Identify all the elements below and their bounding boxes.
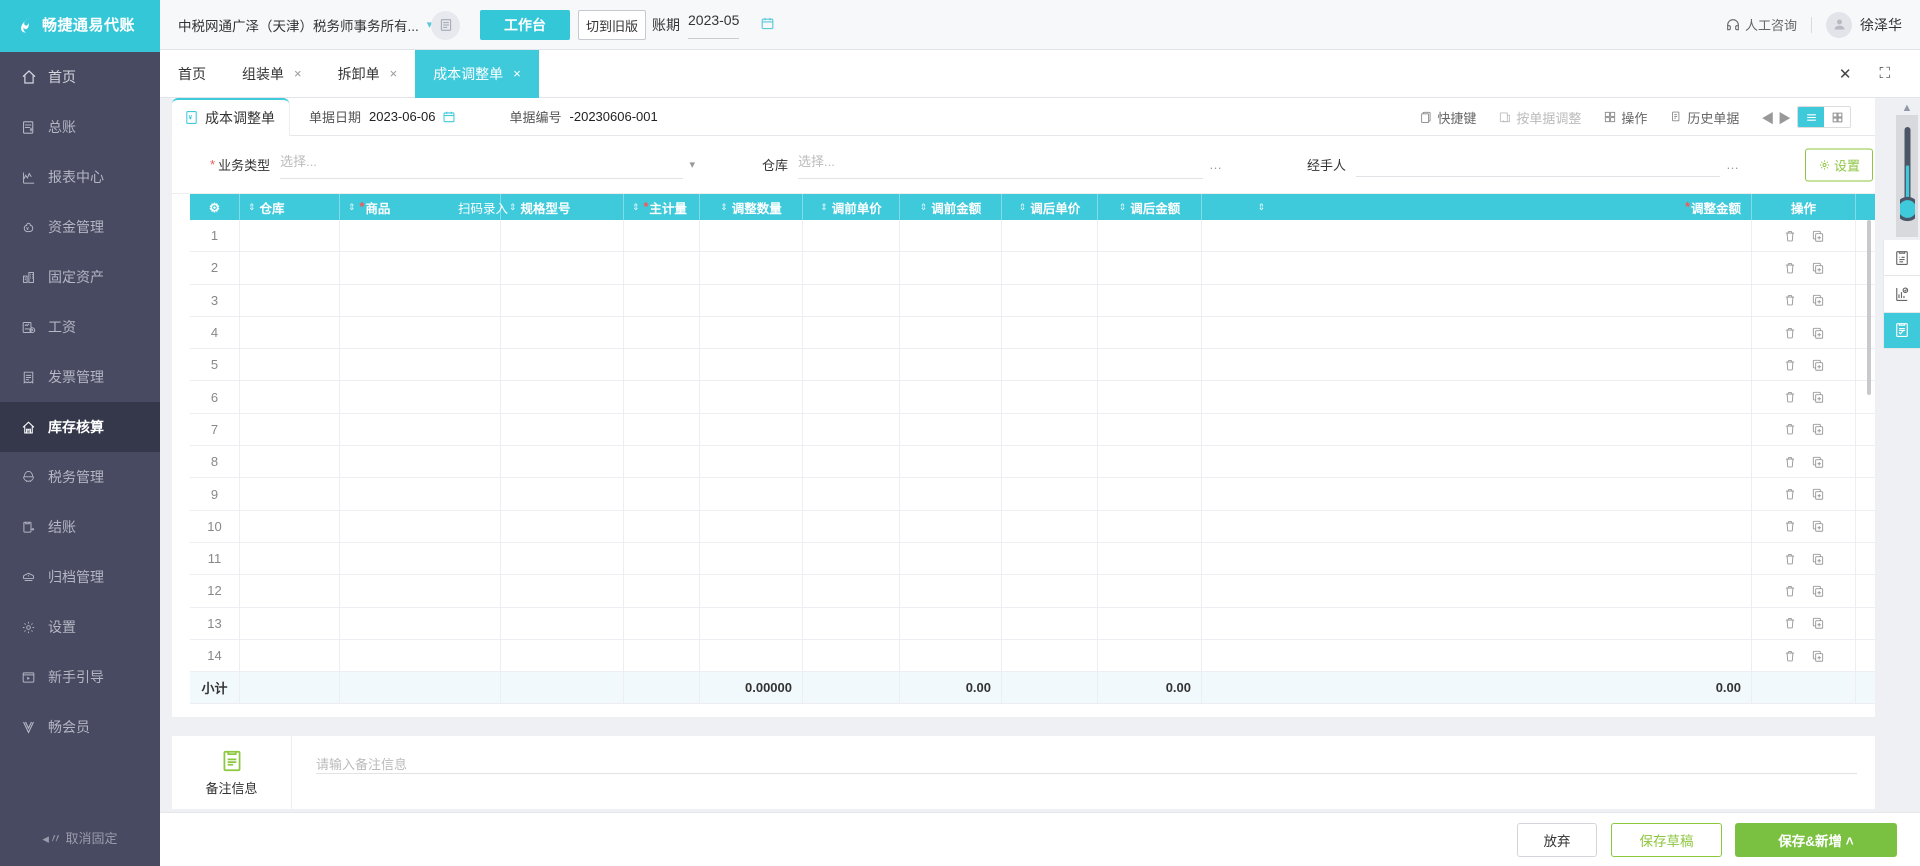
svg-text:¥: ¥ [26,225,29,231]
svg-text:¥: ¥ [30,127,33,133]
svg-text:¥: ¥ [189,114,193,121]
